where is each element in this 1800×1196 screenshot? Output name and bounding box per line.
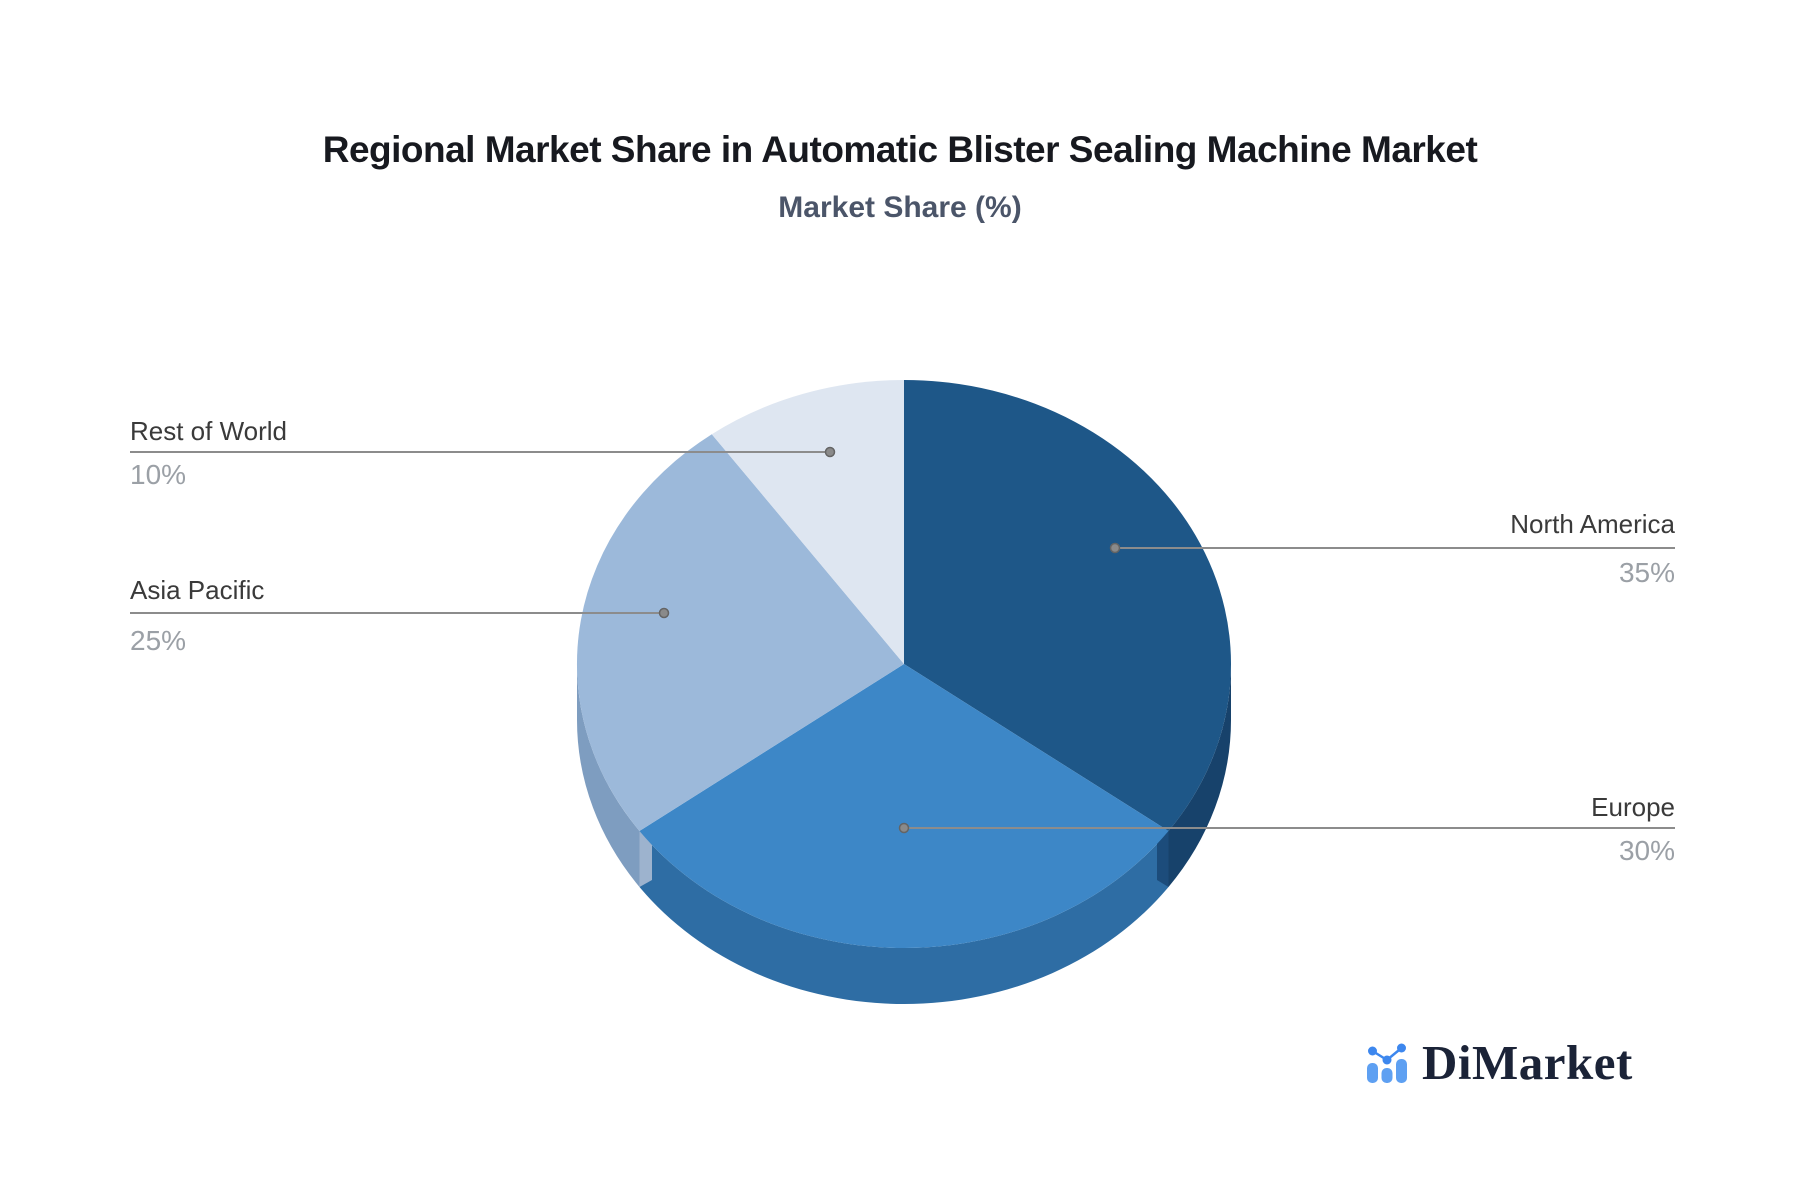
chart-title: Regional Market Share in Automatic Blist… (322, 129, 1478, 170)
brand-logo: DiMarket (1363, 1038, 1633, 1087)
pie-slice-north-america[interactable] (904, 379, 1232, 831)
leader-dot-europe (898, 822, 910, 834)
pie-slice-asia-pacific-side (576, 664, 640, 887)
bar-chart-icon (1367, 1043, 1407, 1083)
callout-value-rest-of-world: 10% (130, 459, 187, 490)
leader-dot-asia-pacific (658, 607, 670, 619)
chart-subtitle: Market Share (%) (778, 191, 1022, 224)
callout-label-rest-of-world: Rest of World (130, 416, 288, 446)
callout-value-europe: 30% (1618, 835, 1675, 866)
callout-label-north-america: North America (1510, 509, 1675, 539)
callout-value-north-america: 35% (1618, 557, 1675, 588)
callout-value-asia-pacific: 25% (130, 625, 187, 656)
pie-slice-europe[interactable] (639, 664, 1169, 949)
brand-logo-text: DiMarket (1422, 1035, 1633, 1090)
callout-label-asia-pacific: Asia Pacific (130, 575, 265, 605)
pie-slice-asia-pacific[interactable] (576, 434, 904, 831)
leader-dot-rest-of-world (824, 446, 836, 458)
leader-dot-north-america (1109, 542, 1121, 554)
callout-label-europe: Europe (1591, 792, 1675, 822)
pie-slice-north-america-side (1168, 664, 1232, 887)
pie-slice-europe-side (639, 831, 1169, 1005)
